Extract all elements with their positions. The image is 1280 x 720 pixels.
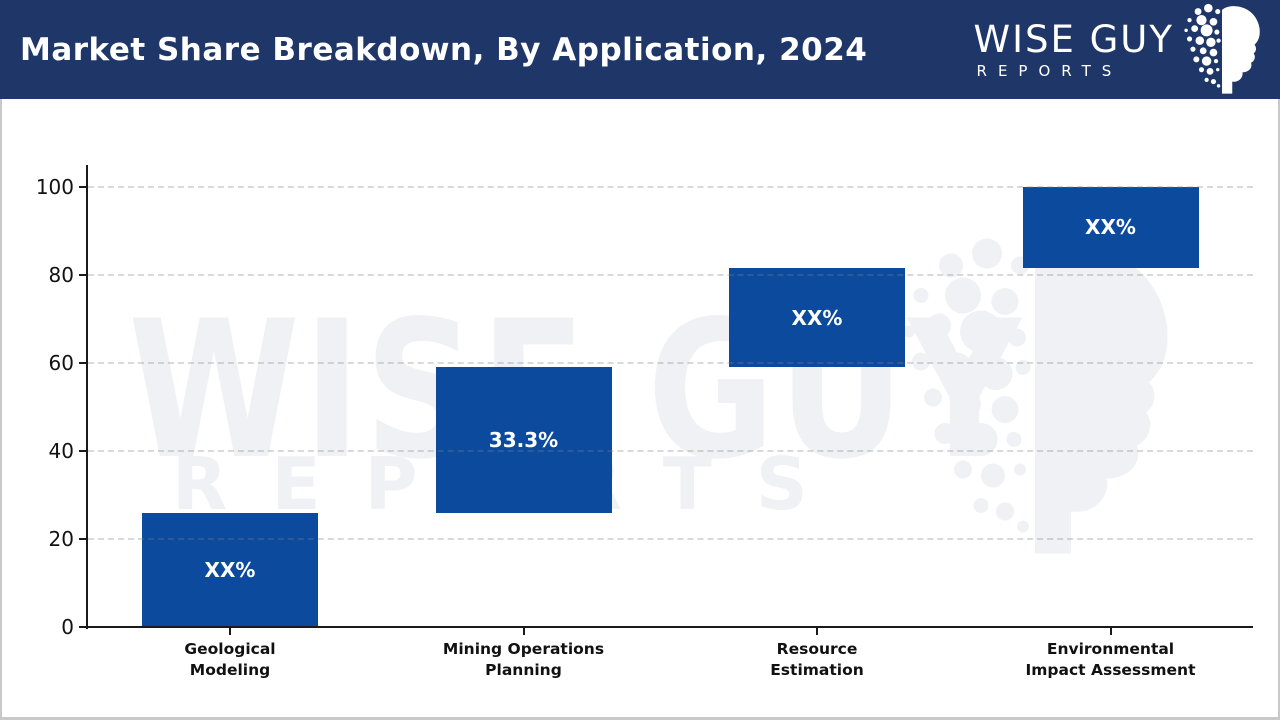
y-tick-100 [79,185,86,188]
y-tick-label: 100 [35,174,74,199]
y-tick-label: 60 [48,350,74,375]
x-tick-geological-modeling [229,627,231,635]
category-label-line: Environmental [1046,640,1175,658]
bar-value-label: XX% [791,305,843,330]
gridline-40 [88,449,1253,452]
y-tick-20 [79,537,86,540]
bar-geological-modeling: XX% [142,513,318,627]
header-bar: Market Share Breakdown, By Application, … [0,0,1280,99]
category-label-line: Planning [485,661,562,679]
x-tick-mining-operations-planning [522,627,525,635]
x-tick-resource-estimation [816,627,818,635]
bar-resource-estimation: XX% [729,268,905,367]
bar-value-label: XX% [204,557,256,582]
logo-text: WISE GUY REPORTS [973,17,1174,80]
page-title: Market Share Breakdown, By Application, … [20,31,868,68]
y-tick-60 [79,361,86,364]
logo-wordmark: WISE GUY [973,17,1174,61]
category-label-line: Mining Operations [442,640,605,658]
x-axis-spine [86,625,1253,628]
category-label-line: Impact Assessment [1025,661,1196,679]
bar-mining-operations-planning: 33.3% [435,366,612,514]
y-tick-0 [79,625,86,628]
border-bottom [0,717,1280,720]
x-category-label-geological-modeling: Geological Modeling [90,639,370,681]
category-label-line: Geological [184,640,276,658]
gridline-20 [88,537,1253,540]
y-tick-label: 0 [61,614,74,639]
y-tick-label: 80 [48,262,74,287]
x-category-label-environmental-impact-assessment: Environmental Impact Assessment [971,639,1251,681]
border-right [1278,99,1280,720]
y-tick-label: 40 [48,438,74,463]
category-label-line: Resource [776,640,858,658]
bar-value-label: 33.3% [488,428,559,453]
y-tick-label: 20 [48,526,74,551]
y-tick-40 [79,449,86,452]
bar-value-label: XX% [1085,215,1136,240]
logo-subtitle: REPORTS [976,61,1123,80]
gridline-100 [88,185,1253,188]
y-tick-80 [79,273,86,276]
category-label-line: Estimation [770,661,864,679]
x-category-label-resource-estimation: Resource Estimation [677,639,957,681]
x-category-label-mining-operations-planning: Mining Operations Planning [384,639,664,681]
border-left [0,99,2,720]
gridline-60 [88,361,1253,364]
watermark-head-icon [903,238,1168,554]
wiseguy-logo: WISE GUY REPORTS [974,3,1268,97]
category-label-line: Modeling [189,661,271,679]
gridline-80 [88,273,1253,276]
bar-environmental-impact-assessment: XX% [1022,186,1199,269]
x-tick-environmental-impact-assessment [1109,627,1112,635]
y-axis-spine [86,165,88,629]
wiseguy-head-icon [1184,3,1260,94]
